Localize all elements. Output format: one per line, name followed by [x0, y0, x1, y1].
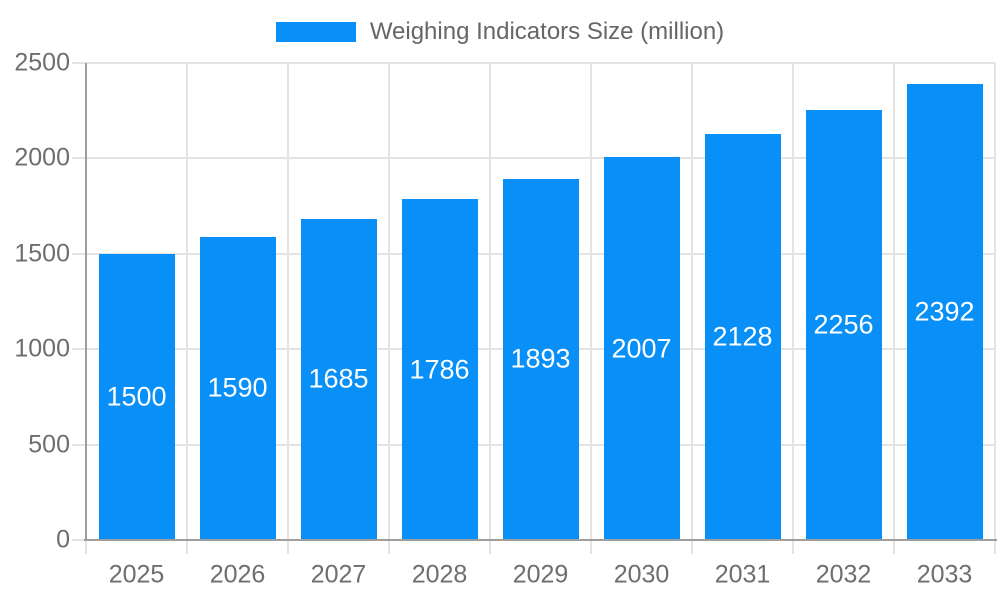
- bar-value-2025: 1500: [106, 381, 167, 412]
- y-gridline: [72, 62, 995, 64]
- x-tick-label-2026: 2026: [209, 560, 266, 589]
- x-tick-label-2032: 2032: [815, 560, 872, 589]
- x-tick-label-2025: 2025: [108, 560, 165, 589]
- bar-value-2028: 1786: [409, 354, 470, 385]
- bar-value-2027: 1685: [308, 363, 369, 394]
- x-tick-label-2033: 2033: [916, 560, 973, 589]
- bar-2031[interactable]: [704, 133, 781, 540]
- x-gridline: [489, 63, 491, 554]
- y-tick-label: 2000: [14, 143, 70, 172]
- bar-value-2029: 1893: [510, 343, 571, 374]
- x-tick-label-2027: 2027: [310, 560, 367, 589]
- bar-2030[interactable]: [603, 157, 680, 540]
- bar-2027[interactable]: [300, 218, 377, 540]
- bar-2026[interactable]: [199, 236, 276, 540]
- bar-value-2032: 2256: [813, 309, 874, 340]
- bar-value-2030: 2007: [611, 333, 672, 364]
- bar-2025[interactable]: [98, 253, 175, 540]
- x-gridline: [388, 63, 390, 554]
- x-gridline: [792, 63, 794, 554]
- x-gridline: [994, 63, 996, 554]
- x-tick-label-2029: 2029: [512, 560, 569, 589]
- bar-value-2031: 2128: [712, 321, 773, 352]
- y-tick-label: 1500: [14, 239, 70, 268]
- legend-label: Weighing Indicators Size (million): [369, 18, 725, 45]
- x-tick-label-2028: 2028: [411, 560, 468, 589]
- y-tick-label: 500: [28, 430, 70, 459]
- bar-value-2026: 1590: [207, 372, 268, 403]
- x-gridline: [893, 63, 895, 554]
- bar-2033[interactable]: [906, 83, 983, 540]
- x-gridline: [691, 63, 693, 554]
- bar-value-2033: 2392: [914, 296, 975, 327]
- x-gridline: [590, 63, 592, 554]
- y-tick-label: 1000: [14, 334, 70, 363]
- legend[interactable]: Weighing Indicators Size (million): [0, 12, 1000, 52]
- x-axis-line: [84, 539, 997, 541]
- y-tick-label: 0: [56, 525, 70, 554]
- y-gridline: [72, 157, 995, 160]
- y-axis-line: [85, 63, 87, 540]
- bar-2032[interactable]: [805, 109, 882, 540]
- bar-2028[interactable]: [401, 199, 478, 540]
- x-gridline: [186, 63, 188, 554]
- x-tick-label-2030: 2030: [613, 560, 670, 589]
- legend-swatch: [275, 22, 356, 42]
- bar-2029[interactable]: [502, 178, 579, 540]
- x-gridline: [287, 63, 289, 554]
- y-tick-label: 2500: [14, 48, 70, 77]
- x-tick-label-2031: 2031: [714, 560, 771, 589]
